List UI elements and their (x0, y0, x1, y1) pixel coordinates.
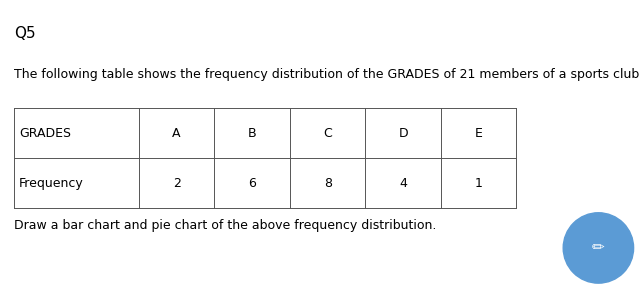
Ellipse shape (563, 213, 634, 283)
Text: GRADES: GRADES (19, 127, 71, 140)
Text: Frequency: Frequency (19, 177, 84, 190)
Text: D: D (398, 127, 408, 140)
Text: 1: 1 (475, 177, 483, 190)
Text: E: E (475, 127, 483, 140)
Text: A: A (172, 127, 181, 140)
Text: C: C (323, 127, 332, 140)
Text: 4: 4 (399, 177, 407, 190)
Text: 2: 2 (173, 177, 180, 190)
Text: The following table shows the frequency distribution of the GRADES of 21 members: The following table shows the frequency … (14, 68, 640, 82)
Text: B: B (248, 127, 257, 140)
Text: Q5: Q5 (14, 26, 36, 41)
Text: 8: 8 (324, 177, 332, 190)
Text: 6: 6 (248, 177, 256, 190)
Text: ✏: ✏ (592, 241, 605, 255)
Text: Draw a bar chart and pie chart of the above frequency distribution.: Draw a bar chart and pie chart of the ab… (14, 219, 436, 233)
